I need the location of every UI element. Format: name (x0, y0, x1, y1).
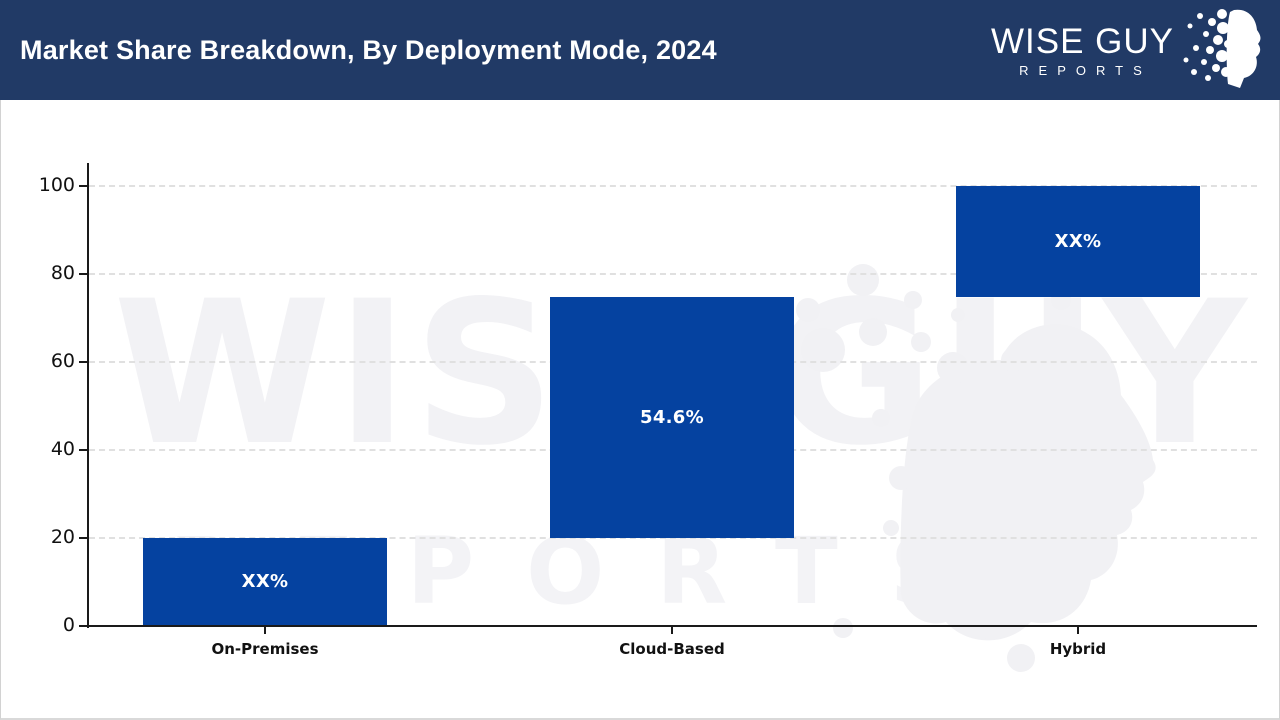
x-tick-mark (671, 627, 673, 634)
y-tick-mark (79, 272, 87, 275)
x-tick-mark (1077, 627, 1079, 634)
x-axis-spine (87, 625, 1257, 627)
brand-logo: WISE GUY REPORTS (991, 4, 1262, 96)
y-tick-label: 20 (50, 525, 75, 548)
y-tick-mark (79, 360, 87, 363)
bar-segment-cloud-based: 54.6% (550, 297, 794, 538)
y-tick-label: 40 (50, 437, 75, 460)
bar-value-label: XX% (241, 571, 289, 593)
y-tick-label: 80 (50, 261, 75, 284)
x-tick-mark (264, 627, 266, 634)
grid-line (89, 536, 1257, 539)
y-tick-mark (79, 536, 87, 539)
brand-logo-wordmark: WISE GUY (990, 21, 1174, 61)
plot-area: XX% 54.6% XX% 0 20 40 60 80 100 On-Premises Cloud-… (1, 100, 1280, 718)
bar-value-label: XX% (1054, 231, 1102, 253)
brand-logo-text: WISE GUY REPORTS (991, 24, 1174, 77)
y-tick-mark (79, 184, 87, 187)
grid-line (89, 272, 1257, 275)
chart-panel: WISE GUY REPORTS XX%54.6%XX%020406080100… (0, 100, 1280, 720)
bar-value-label: 54.6% (640, 407, 704, 429)
watermark-face-icon (751, 160, 1191, 684)
bar-segment-on-premises: XX% (143, 537, 387, 626)
x-category-label: On-Premises (211, 640, 319, 658)
brand-face-icon (1176, 4, 1262, 96)
y-tick-label: 60 (50, 349, 75, 372)
x-category-label: Hybrid (1049, 640, 1107, 658)
grid-line (89, 184, 1257, 187)
x-category-label: Cloud-Based (619, 640, 725, 658)
y-tick-mark (79, 625, 87, 627)
y-tick-label: 0 (62, 614, 75, 636)
header-bar: Market Share Breakdown, By Deployment Mo… (0, 0, 1280, 100)
brand-logo-subtitle: REPORTS (1019, 62, 1152, 78)
page-title: Market Share Breakdown, By Deployment Mo… (20, 34, 717, 65)
y-axis-spine (87, 163, 89, 628)
y-tick-mark (79, 448, 87, 451)
y-tick-label: 100 (38, 173, 75, 196)
bar-segment-hybrid: XX% (956, 185, 1200, 298)
